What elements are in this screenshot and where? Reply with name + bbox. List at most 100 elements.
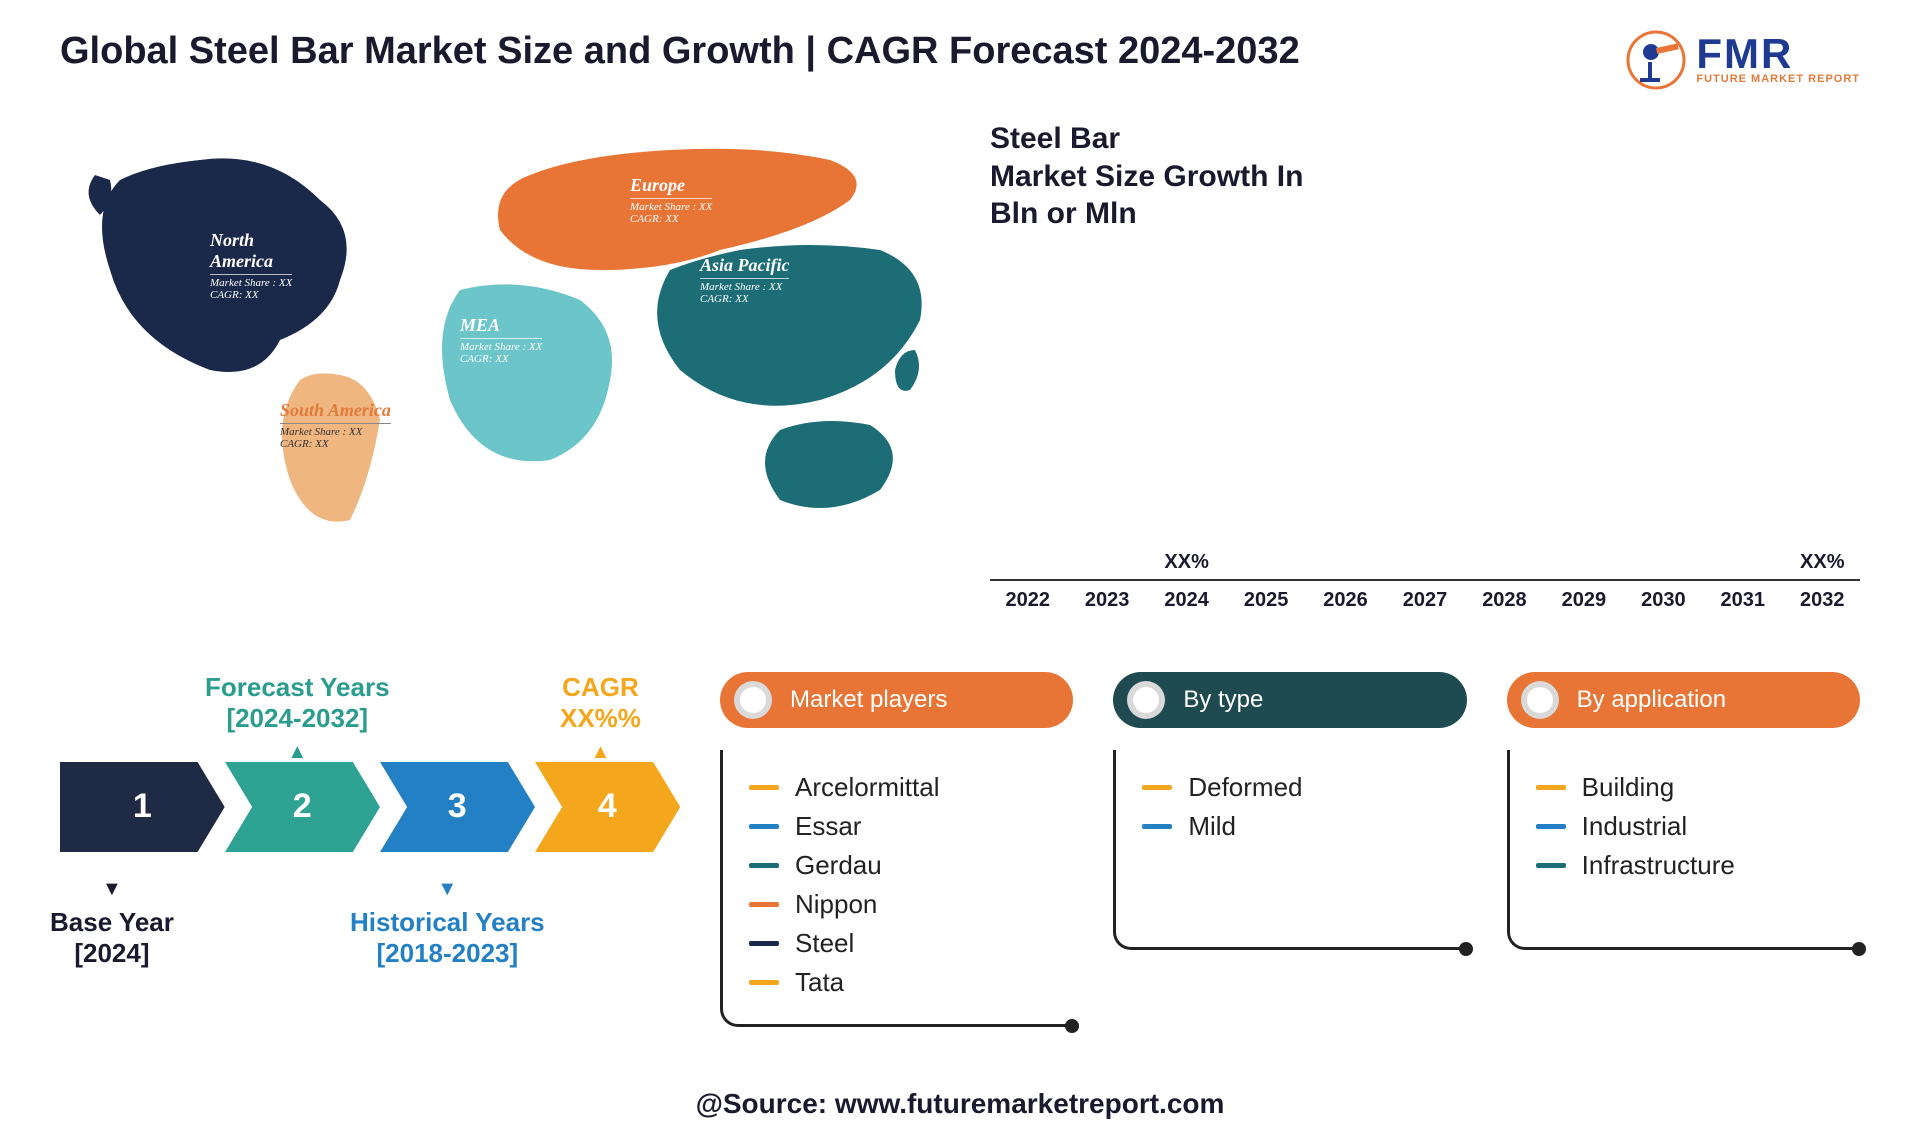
triangle-up-icon: ▼ [50,877,174,901]
bar-annotation: XX% [1164,551,1208,574]
region-name: South America [280,400,391,421]
pill-dot-icon [1127,681,1165,719]
category-title: By application [1577,686,1726,714]
header: Global Steel Bar Market Size and Growth … [60,30,1860,90]
category-item: Tata [749,967,1073,998]
timeline-forecast-label: Forecast Years [2024-2032] ▲ [205,672,390,764]
region-share: Market Share : XX [280,423,391,438]
dash-icon [749,824,779,829]
region-cagr: CAGR: XX [630,213,712,225]
region-label-mea: MEA Market Share : XXCAGR: XX [460,315,542,365]
lower-panel: Forecast Years [2024-2032] ▲ CAGR XX%% ▲… [60,672,1860,1027]
x-label: 2030 [1630,589,1697,612]
category-0: Market players Arcelormittal Essar Gerdau Ni… [720,672,1073,1027]
category-list: DeformedMild [1113,750,1466,950]
chevron-number: 1 [133,787,152,826]
chevron-number: 3 [448,787,467,826]
category-title: Market players [790,686,947,714]
category-item: Infrastructure [1536,850,1860,881]
region-name: NorthAmerica [210,230,292,272]
x-label: 2027 [1391,589,1458,612]
region-label-na: NorthAmerica Market Share : XXCAGR: XX [210,230,292,301]
region-name: MEA [460,315,542,336]
chevron-steps: 1 2 3 4 [60,762,680,852]
timeline-base-label: ▼ Base Year [2024] [50,877,174,969]
timeline-hist-label: ▼ Historical Years [2018-2023] [350,877,545,969]
pill-dot-icon [734,681,772,719]
category-item: Industrial [1536,811,1860,842]
category-1: By type DeformedMild [1113,672,1466,1027]
upper-panel: NorthAmericaMarket Share : XXCAGR: XXSou… [60,120,1860,612]
timeline-cagr-label: CAGR XX%% ▲ [560,672,641,764]
region-label-sa: South America Market Share : XXCAGR: XX [280,400,391,450]
category-item: Gerdau [749,850,1073,881]
category-item-label: Arcelormittal [795,772,939,803]
chevron-step-2: 2 [225,762,380,852]
category-item-label: Gerdau [795,850,882,881]
x-label: 2023 [1073,589,1140,612]
logo-main-text: FMR [1696,35,1860,73]
category-item-label: Building [1582,772,1675,803]
category-item: Arcelormittal [749,772,1073,803]
region-cagr: CAGR: XX [700,293,789,305]
pill-dot-icon [1521,681,1559,719]
x-label: 2032 [1789,589,1856,612]
category-item-label: Essar [795,811,861,842]
region-share: Market Share : XX [700,278,789,293]
dash-icon [749,902,779,907]
x-label: 2031 [1709,589,1776,612]
region-name: Europe [630,175,712,196]
region-share: Market Share : XX [630,198,712,213]
category-item-label: Deformed [1188,772,1302,803]
category-pill: By application [1507,672,1860,728]
triangle-down-icon: ▲ [560,740,641,764]
region-cagr: CAGR: XX [280,438,391,450]
chevron-number: 2 [293,787,312,826]
x-axis: 2022202320242025202620272028202920302031… [990,581,1860,612]
dash-icon [1536,785,1566,790]
x-label: 2022 [994,589,1061,612]
triangle-up-icon: ▼ [350,877,545,901]
dash-icon [749,941,779,946]
category-item: Essar [749,811,1073,842]
logo-sub-text: FUTURE MARKET REPORT [1696,73,1860,85]
triangle-down-icon: ▲ [205,740,390,764]
category-pill: Market players [720,672,1073,728]
region-share: Market Share : XX [210,274,292,289]
chart-title: Steel Bar Market Size Growth In Bln or M… [990,120,1860,233]
dash-icon [1536,863,1566,868]
category-item-label: Steel [795,928,854,959]
x-label: 2029 [1550,589,1617,612]
dash-icon [749,980,779,985]
category-item: Nippon [749,889,1073,920]
x-label: 2025 [1232,589,1299,612]
chevron-step-1: 1 [60,762,225,852]
source-line: @Source: www.futuremarketreport.com [0,1088,1920,1120]
fmr-logo: FMR FUTURE MARKET REPORT [1626,30,1860,90]
region-cagr: CAGR: XX [210,289,292,301]
category-item-label: Tata [795,967,844,998]
bar-annotation: XX% [1800,551,1844,574]
region-label-ap: Asia Pacific Market Share : XXCAGR: XX [700,255,789,305]
bar-chart: Steel Bar Market Size Growth In Bln or M… [990,120,1860,612]
region-share: Market Share : XX [460,338,542,353]
category-item: Steel [749,928,1073,959]
category-title: By type [1183,686,1263,714]
chevron-step-3: 3 [380,762,535,852]
categories: Market players Arcelormittal Essar Gerdau Ni… [720,672,1860,1027]
region-name: Asia Pacific [700,255,789,276]
category-list: Building Industrial Infrastructure [1507,750,1860,950]
x-label: 2028 [1471,589,1538,612]
dash-icon [1536,824,1566,829]
category-item-label: Nippon [795,889,877,920]
chevron-step-4: 4 [535,762,680,852]
region-cagr: CAGR: XX [460,353,542,365]
category-list: Arcelormittal Essar Gerdau Nippon Steel Tata [720,750,1073,1027]
bars-container: XX% XX% [990,241,1860,581]
page-title: Global Steel Bar Market Size and Growth … [60,30,1300,73]
chevron-number: 4 [598,787,617,826]
world-map: NorthAmericaMarket Share : XXCAGR: XXSou… [60,120,960,540]
x-label: 2026 [1312,589,1379,612]
category-item-label: Infrastructure [1582,850,1735,881]
category-2: By application Building Industrial Infrastr… [1507,672,1860,1027]
